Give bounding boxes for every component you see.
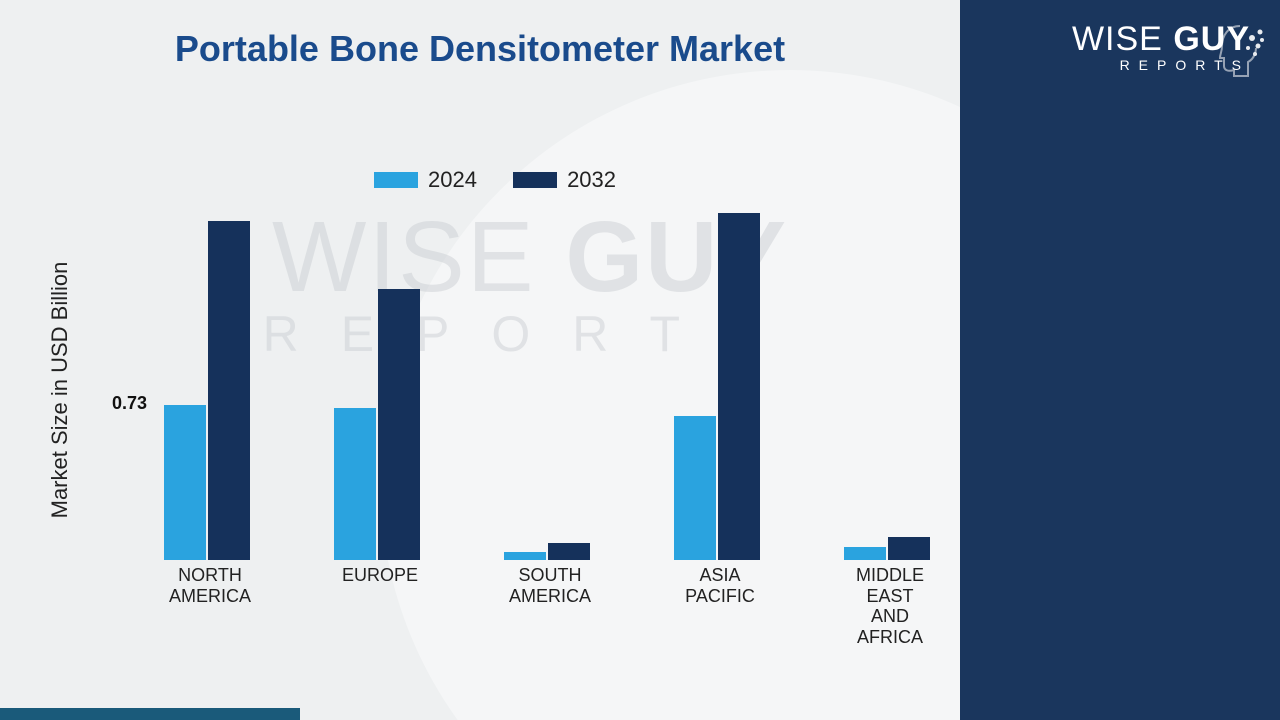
bar-2032 (718, 213, 760, 560)
bar-2032 (378, 289, 420, 560)
category-label: EUROPE (310, 565, 450, 586)
category-label: ASIAPACIFIC (650, 565, 790, 606)
brand-panel (960, 0, 1280, 720)
bar-2024 (504, 552, 546, 560)
bar-2032 (208, 221, 250, 560)
footer-accent-bar (0, 708, 300, 720)
category-label: NORTHAMERICA (140, 565, 280, 606)
legend-swatch-2024 (374, 172, 418, 188)
value-label: 0.73 (112, 393, 147, 414)
y-axis-label: Market Size in USD Billion (47, 262, 73, 519)
plot-area (110, 200, 940, 560)
bar-2024 (844, 547, 886, 560)
category-label: SOUTHAMERICA (480, 565, 620, 606)
bar-2032 (548, 543, 590, 560)
brand-word-1: WISE (1072, 20, 1163, 58)
legend-swatch-2032 (513, 172, 557, 188)
chart-canvas: WISE GUY REPORTS WISE GUY REPORTS Portab… (0, 0, 1280, 720)
bar-2024 (334, 408, 376, 560)
category-label: MIDDLEEASTANDAFRICA (820, 565, 960, 648)
legend-label-2032: 2032 (567, 167, 616, 192)
bar-2024 (164, 405, 206, 560)
bar-2032 (888, 537, 930, 560)
bar-2024 (674, 416, 716, 560)
legend: 2024 2032 (0, 166, 960, 193)
brand-head-icon (1210, 18, 1270, 78)
chart-title: Portable Bone Densitometer Market (0, 28, 960, 70)
legend-label-2024: 2024 (428, 167, 477, 192)
